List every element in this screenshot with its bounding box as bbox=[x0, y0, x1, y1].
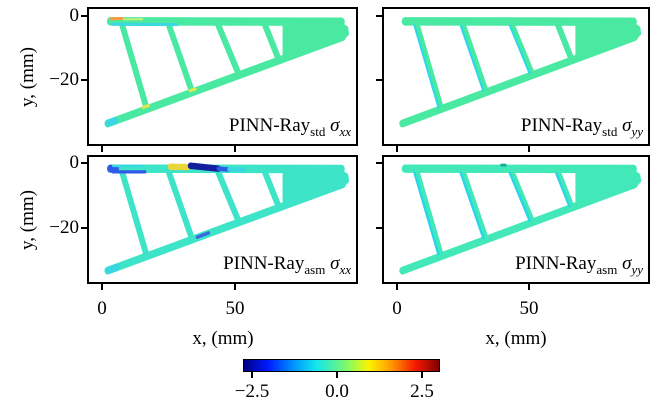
subplot-std-sigma-xx: PINN-Raystd σxx bbox=[87, 7, 358, 146]
panel-label: PINN-Raystd σyy bbox=[521, 115, 643, 143]
y-tick-mark bbox=[81, 79, 87, 81]
sigma-component: xx bbox=[339, 262, 351, 277]
x-axis-label-left: x, (mm) bbox=[192, 328, 254, 349]
colorbar-label-m25: −2.5 bbox=[234, 381, 270, 402]
x-tick-0-left: 0 bbox=[97, 298, 107, 319]
y-tick-0-row2: 0 bbox=[69, 152, 80, 173]
y-tick-0-row1: 0 bbox=[69, 5, 80, 26]
sigma-symbol: σ bbox=[622, 253, 632, 275]
model-variant: asm bbox=[304, 262, 326, 277]
x-tick-mark bbox=[234, 146, 236, 152]
x-tick-50-left: 50 bbox=[225, 298, 245, 319]
y-tick-mark bbox=[81, 227, 87, 229]
sigma-symbol: σ bbox=[622, 115, 632, 137]
subplot-asm-sigma-xx: PINN-Rayasm σxx bbox=[87, 155, 358, 284]
y-tick-mark bbox=[376, 162, 382, 164]
stress-field-plot bbox=[399, 163, 642, 275]
y-tick-mark bbox=[376, 227, 382, 229]
x-tick-mark bbox=[528, 284, 530, 290]
sigma-component: yy bbox=[631, 124, 643, 139]
model-variant: std bbox=[310, 124, 326, 139]
colorbar-label-25: 2.5 bbox=[410, 381, 434, 402]
y-tick-m20-row2: −20 bbox=[49, 217, 79, 238]
model-variant: asm bbox=[596, 262, 618, 277]
x-tick-0-right: 0 bbox=[392, 298, 402, 319]
y-tick-mark bbox=[81, 15, 87, 17]
stress-field-plot bbox=[399, 17, 642, 128]
y-tick-m20-row1: −20 bbox=[49, 69, 79, 90]
subplot-std-sigma-yy: PINN-Raystd σyy bbox=[382, 7, 650, 146]
colorbar-tick-0 bbox=[336, 372, 338, 378]
panel-label: PINN-Raystd σxx bbox=[229, 115, 351, 143]
x-tick-mark bbox=[396, 284, 398, 290]
x-tick-mark bbox=[101, 284, 103, 290]
model-variant: std bbox=[602, 124, 618, 139]
y-axis-label-row2: y, (mm) bbox=[17, 190, 38, 250]
y-tick-mark bbox=[376, 15, 382, 17]
x-tick-mark bbox=[234, 284, 236, 290]
y-tick-mark bbox=[376, 79, 382, 81]
stress-field-plot bbox=[104, 16, 350, 128]
panel-label: PINN-Rayasm σyy bbox=[515, 253, 643, 281]
x-tick-50-right: 50 bbox=[519, 298, 539, 319]
y-axis-label-row1: y, (mm) bbox=[17, 47, 38, 107]
x-axis-label-right: x, (mm) bbox=[485, 328, 547, 349]
sigma-component: xx bbox=[339, 124, 351, 139]
model-name: PINN-Ray bbox=[228, 115, 311, 137]
model-name: PINN-Ray bbox=[515, 253, 597, 275]
x-tick-mark bbox=[528, 146, 530, 152]
x-tick-mark bbox=[101, 146, 103, 152]
model-name: PINN-Ray bbox=[520, 115, 603, 137]
subplot-asm-sigma-yy: PINN-Rayasm σyy bbox=[382, 155, 650, 284]
sigma-symbol: σ bbox=[330, 253, 340, 275]
colorbar bbox=[243, 359, 440, 372]
colorbar-tick-m25 bbox=[251, 372, 253, 378]
sigma-component: yy bbox=[631, 262, 643, 277]
y-tick-mark bbox=[81, 162, 87, 164]
colorbar-tick-25 bbox=[421, 372, 423, 378]
model-name: PINN-Ray bbox=[223, 253, 305, 275]
panel-label: PINN-Rayasm σxx bbox=[223, 253, 351, 281]
sigma-symbol: σ bbox=[330, 115, 340, 137]
colorbar-label-0: 0.0 bbox=[325, 381, 349, 402]
stress-field-plot bbox=[104, 162, 350, 275]
x-tick-mark bbox=[396, 146, 398, 152]
